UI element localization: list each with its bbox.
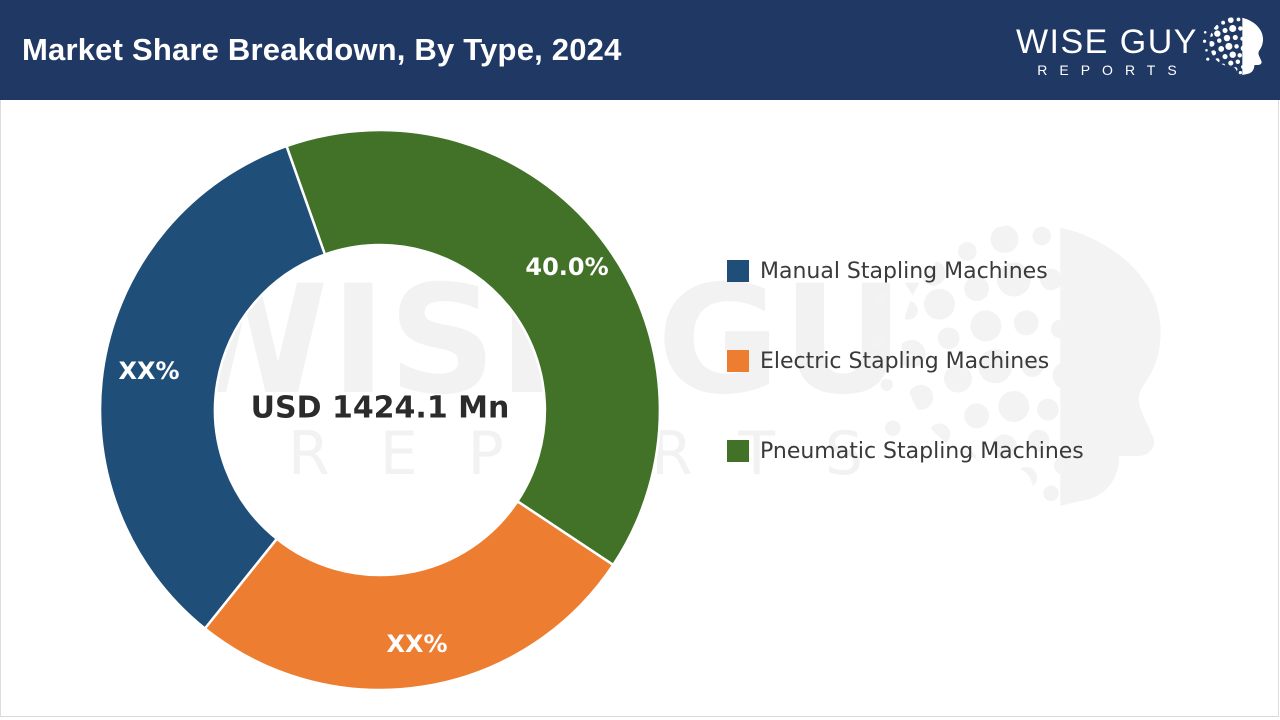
slice-value-pneumatic: 40.0% [525,253,609,281]
donut-chart [98,128,662,692]
brand-name: WISE GUY [1015,23,1198,61]
chart-legend: Manual Stapling Machines Electric Stapli… [727,256,1084,526]
legend-swatch-electric [727,350,749,372]
slice-value-electric: XX% [386,630,448,658]
legend-label-pneumatic: Pneumatic Stapling Machines [760,438,1084,464]
legend-label-electric: Electric Stapling Machines [760,348,1050,374]
slice-manual [98,144,327,630]
legend-item-manual: Manual Stapling Machines [727,256,1084,286]
page-title: Market Share Breakdown, By Type, 2024 [22,32,622,67]
slice-value-manual: XX% [118,357,180,385]
brand-head-icon [1202,16,1264,75]
legend-item-pneumatic: Pneumatic Stapling Machines [727,436,1084,466]
donut-center-value: USD 1424.1 Mn [250,390,510,426]
legend-swatch-pneumatic [727,440,749,462]
brand-logo: WISE GUY REPORTS [1016,10,1266,92]
header-bar: Market Share Breakdown, By Type, 2024 [0,0,1280,100]
slice-electric [203,500,615,692]
legend-label-manual: Manual Stapling Machines [760,258,1048,284]
slice-pneumatic [285,128,662,567]
brand-logo-text: WISE GUY REPORTS [1016,25,1198,77]
legend-swatch-manual [727,260,749,282]
legend-item-electric: Electric Stapling Machines [727,346,1084,376]
watermark-head-graphic [869,223,1161,507]
brand-subtitle: REPORTS [1037,62,1189,78]
